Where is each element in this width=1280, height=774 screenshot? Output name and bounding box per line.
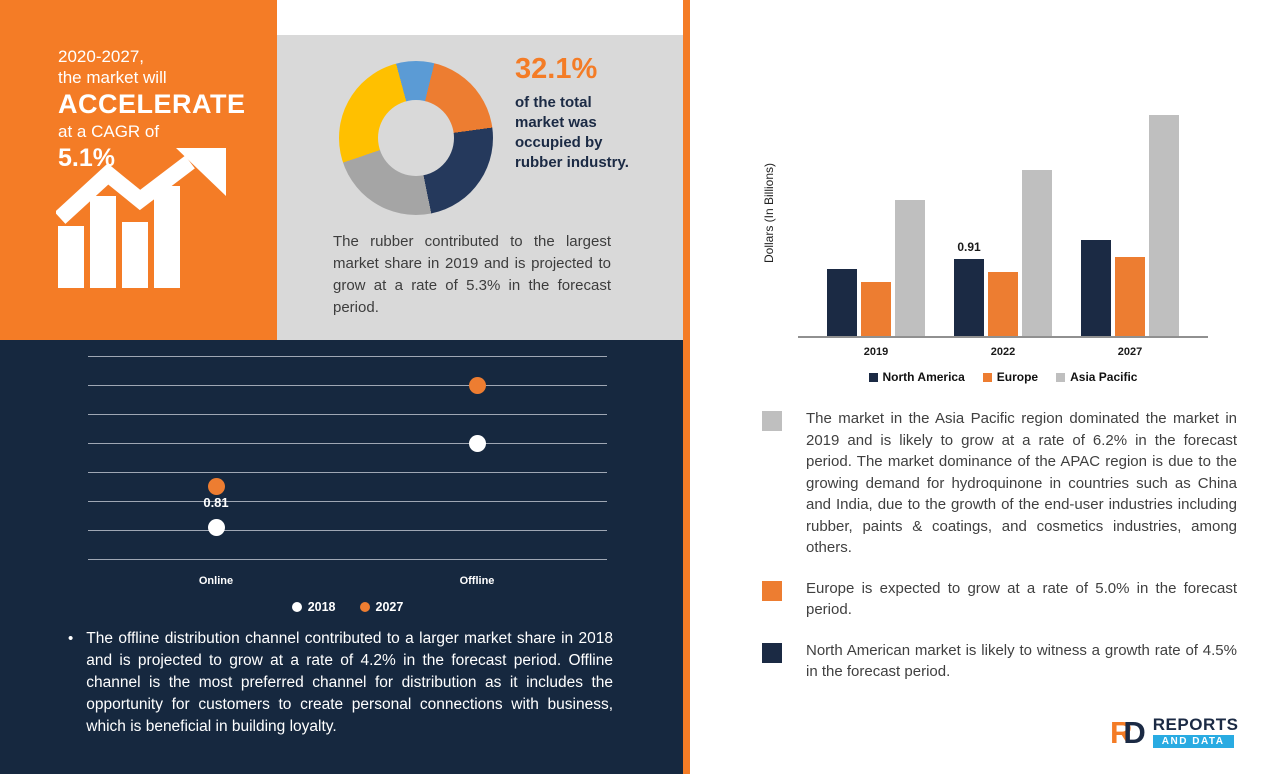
bar-europe-2027 — [1115, 256, 1145, 336]
legend-item-2027: 2027 — [359, 600, 404, 614]
bar-asia-pacific-2027 — [1149, 115, 1179, 336]
legend-item-2018: 2018 — [291, 600, 336, 614]
legend-dot-2027 — [359, 602, 370, 612]
accelerate-text: 2020-2027, the market will ACCELERATE at… — [58, 46, 246, 173]
regional-bar-chart: Dollars (In Billions) 0.91 2019 2022 202… — [690, 88, 1280, 398]
legend-label-2018: 2018 — [307, 600, 336, 614]
asia-pacific-text: The market in the Asia Pacific region do… — [806, 410, 1237, 556]
north-america-text: North American market is likely to witne… — [806, 641, 1237, 681]
offline-channel-text: The offline distribution channel contrib… — [86, 630, 613, 735]
logo-text: REPORTS AND DATA — [1152, 715, 1239, 748]
category-online: Online — [198, 575, 234, 587]
distribution-channel-panel: Online Offline 2018 2027 0.81 • The offl… — [0, 340, 683, 774]
growth-arrow-icon — [56, 148, 226, 288]
bar-chart-legend: North America Europe Asia Pacific — [798, 370, 1208, 384]
logo-letter-r: R — [1110, 714, 1133, 750]
north-america-swatch — [762, 642, 782, 663]
legend-item-north-america: North America — [868, 370, 965, 384]
legend-swatch-europe — [982, 372, 992, 382]
europe-text: Europe is expected to grow at a rate of … — [806, 579, 1237, 619]
cagr-label: at a CAGR of — [58, 122, 160, 141]
accelerate-panel: 2020-2027, the market will ACCELERATE at… — [0, 0, 277, 340]
bar-data-label: 0.91 — [957, 239, 981, 254]
legend-label-2027: 2027 — [375, 600, 404, 614]
asia-pacific-note: The market in the Asia Pacific region do… — [762, 408, 1237, 559]
dot-2018-offline — [468, 434, 486, 452]
logo-letter-d: D — [1123, 714, 1146, 750]
y-axis-label: Dollars (In Billions) — [762, 162, 776, 263]
rubber-share-panel: 32.1% of the total market was occupied b… — [277, 35, 683, 340]
europe-note: Europe is expected to grow at a rate of … — [762, 578, 1237, 621]
legend-swatch-north-america — [868, 372, 878, 382]
x-label-2019: 2019 — [863, 346, 889, 358]
x-label-2022: 2022 — [990, 346, 1016, 358]
accelerate-headline: ACCELERATE — [58, 89, 246, 119]
bar-group-2027 — [1081, 98, 1179, 336]
bar-asia-pacific-2022 — [1022, 170, 1052, 336]
bar-north-america-2022: 0.91 — [954, 240, 984, 336]
legend-label-europe: Europe — [996, 370, 1039, 384]
category-offline: Offline — [459, 575, 495, 587]
legend-label-asia-pacific: Asia Pacific — [1070, 370, 1138, 384]
rubber-share-body: The rubber contributed to the largest ma… — [333, 233, 611, 316]
bar-chart-plot: 0.91 — [798, 98, 1208, 338]
dot-chart-gridlines — [88, 356, 607, 568]
forecast-years: 2020-2027, — [58, 47, 145, 66]
dot-chart-categories: Online Offline — [88, 575, 607, 589]
rubber-share-stat: 32.1% — [515, 53, 598, 85]
orange-divider — [683, 0, 690, 774]
reports-and-data-logo: RD REPORTS AND DATA — [1110, 716, 1238, 748]
legend-dot-2018 — [291, 602, 302, 612]
dot-2027-online — [207, 478, 225, 495]
bar-chart-x-labels: 2019 2022 2027 — [798, 346, 1208, 358]
logo-and-data-badge: AND DATA — [1152, 735, 1234, 748]
legend-swatch-asia-pacific — [1056, 372, 1066, 382]
asia-pacific-swatch — [762, 411, 782, 431]
dot-chart-legend: 2018 2027 — [88, 600, 607, 614]
logo-reports-label: REPORTS — [1152, 715, 1239, 734]
rubber-share-caption: of the total market was occupied by rubb… — [515, 94, 629, 171]
bar-north-america-2027 — [1081, 239, 1111, 336]
dot-2018-online — [207, 518, 225, 536]
x-label-2027: 2027 — [1117, 346, 1143, 358]
distribution-dot-chart: Online Offline 2018 2027 0.81 — [88, 356, 607, 614]
bar-north-america-2019 — [827, 268, 857, 336]
bar-group-2022: 0.91 — [954, 98, 1052, 336]
europe-swatch — [762, 580, 782, 601]
bar-group-2019 — [827, 98, 925, 336]
regional-notes: The market in the Asia Pacific region do… — [762, 408, 1237, 702]
rd-monogram-icon: RD — [1110, 717, 1146, 748]
dot-2027-offline — [468, 376, 486, 394]
accelerate-subline: the market will — [58, 68, 167, 87]
rubber-donut-chart — [339, 61, 493, 215]
bullet-marker: • — [68, 630, 74, 647]
north-america-note: North American market is likely to witne… — [762, 640, 1237, 683]
bar-asia-pacific-2019 — [895, 200, 925, 336]
legend-item-asia-pacific: Asia Pacific — [1056, 370, 1137, 384]
legend-item-europe: Europe — [982, 370, 1039, 384]
legend-label-north-america: North America — [882, 370, 965, 384]
bar-europe-2022 — [988, 272, 1018, 336]
bar-europe-2019 — [861, 281, 891, 336]
dot-data-label: 0.81 — [203, 495, 229, 511]
offline-channel-bullet: • The offline distribution channel contr… — [68, 628, 613, 738]
